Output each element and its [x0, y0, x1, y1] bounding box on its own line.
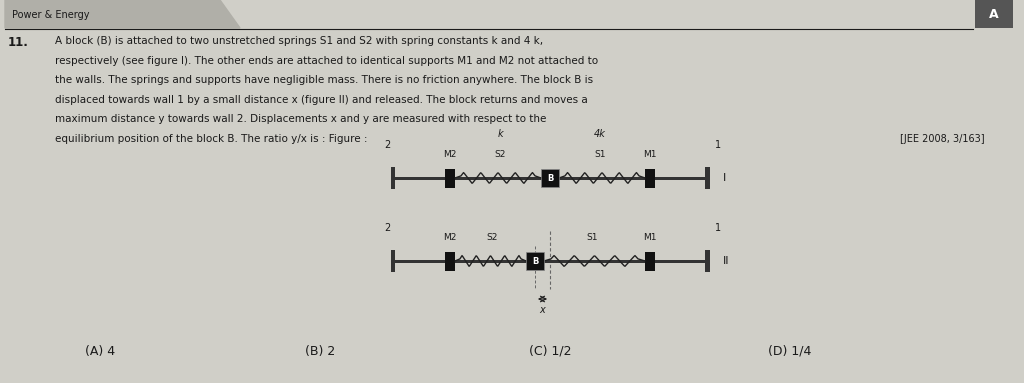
Text: M1: M1 [643, 233, 656, 242]
Bar [645, 169, 655, 188]
Bar [705, 167, 710, 189]
Text: Power & Energy: Power & Energy [12, 10, 89, 20]
Text: 1: 1 [715, 140, 721, 150]
Text: 1: 1 [715, 223, 721, 233]
Text: B: B [547, 173, 553, 183]
Text: equilibrium position of the block B. The ratio y/x is : Figure :: equilibrium position of the block B. The… [55, 134, 368, 144]
Text: (D) 1/4: (D) 1/4 [768, 344, 812, 357]
Text: A: A [989, 8, 998, 21]
Text: 4k: 4k [594, 129, 606, 139]
Text: II: II [723, 256, 729, 266]
Text: (B) 2: (B) 2 [305, 344, 335, 357]
Text: x: x [540, 305, 546, 315]
Text: 2: 2 [384, 223, 390, 233]
Text: S2: S2 [495, 150, 506, 159]
Text: respectively (see figure I). The other ends are attached to identical supports M: respectively (see figure I). The other e… [55, 56, 598, 65]
Bar [390, 250, 395, 272]
Text: maximum distance y towards wall 2. Displacements x and y are measured with respe: maximum distance y towards wall 2. Displ… [55, 114, 547, 124]
Text: (C) 1/2: (C) 1/2 [528, 344, 571, 357]
Text: displaced towards wall 1 by a small distance x (figure II) and released. The blo: displaced towards wall 1 by a small dist… [55, 95, 588, 105]
Text: B: B [531, 257, 539, 265]
Text: S1: S1 [587, 233, 598, 242]
Text: the walls. The springs and supports have negligible mass. There is no friction a: the walls. The springs and supports have… [55, 75, 593, 85]
Bar [390, 167, 395, 189]
FancyBboxPatch shape [975, 0, 1013, 28]
Text: S1: S1 [594, 150, 606, 159]
Bar [395, 177, 705, 180]
Text: A block (B) is attached to two unstretched springs S1 and S2 with spring constan: A block (B) is attached to two unstretch… [55, 36, 543, 46]
Bar [541, 169, 559, 187]
Bar [445, 252, 455, 270]
Bar [445, 169, 455, 188]
Bar [705, 250, 710, 272]
Bar [395, 260, 705, 262]
Polygon shape [5, 0, 240, 28]
Text: 2: 2 [384, 140, 390, 150]
Text: I: I [723, 173, 726, 183]
Text: M2: M2 [443, 233, 457, 242]
Text: M1: M1 [643, 150, 656, 159]
Bar [645, 252, 655, 270]
Text: (A) 4: (A) 4 [85, 344, 115, 357]
Text: [JEE 2008, 3/163]: [JEE 2008, 3/163] [900, 134, 985, 144]
Text: M2: M2 [443, 150, 457, 159]
Text: k: k [498, 129, 503, 139]
Bar [526, 252, 544, 270]
Text: 11.: 11. [8, 36, 29, 49]
Text: S2: S2 [486, 233, 499, 242]
